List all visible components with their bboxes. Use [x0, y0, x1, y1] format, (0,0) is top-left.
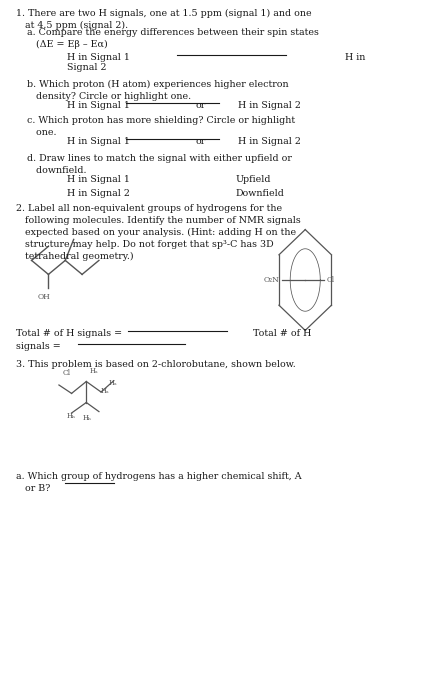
- Text: O₂N: O₂N: [263, 276, 279, 284]
- Text: Upfield: Upfield: [236, 175, 271, 184]
- Text: Hₐ: Hₐ: [100, 386, 109, 395]
- Text: H in Signal 1: H in Signal 1: [67, 101, 130, 110]
- Text: Downfield: Downfield: [236, 189, 285, 198]
- Text: a. Compare the energy differences between their spin states
   (ΔE = Eβ – Eα): a. Compare the energy differences betwee…: [27, 28, 319, 49]
- Text: Hₕ: Hₕ: [67, 412, 75, 421]
- Text: 1. There are two H signals, one at 1.5 ppm (signal 1) and one
   at 4.5 ppm (sig: 1. There are two H signals, one at 1.5 p…: [16, 8, 312, 29]
- Text: Signal 2: Signal 2: [67, 63, 107, 72]
- Text: H in Signal 1: H in Signal 1: [67, 175, 130, 184]
- Text: H in: H in: [345, 53, 365, 62]
- Text: 2. Label all non-equivalent groups of hydrogens for the
   following molecules. : 2. Label all non-equivalent groups of hy…: [16, 204, 301, 261]
- Text: H in Signal 2: H in Signal 2: [238, 101, 301, 110]
- Text: a. Which group of hydrogens has a higher chemical shift, A
   or B?: a. Which group of hydrogens has a higher…: [16, 472, 301, 493]
- Text: H in Signal 2: H in Signal 2: [238, 137, 301, 146]
- Text: Cl: Cl: [62, 369, 70, 377]
- Text: or: or: [196, 137, 206, 146]
- Text: OH: OH: [38, 293, 51, 300]
- Text: Total # of H signals =: Total # of H signals =: [16, 329, 122, 338]
- Text: or: or: [196, 101, 206, 110]
- Text: b. Which proton (H atom) experiences higher electron
   density? Circle or highl: b. Which proton (H atom) experiences hig…: [27, 80, 289, 101]
- Text: H in Signal 2: H in Signal 2: [67, 189, 130, 198]
- Text: Hₐ: Hₐ: [90, 367, 99, 375]
- Text: d. Draw lines to match the signal with either upfield or
   downfield.: d. Draw lines to match the signal with e…: [27, 154, 292, 175]
- Text: 3. This problem is based on 2-chlorobutane, shown below.: 3. This problem is based on 2-chlorobuta…: [16, 360, 296, 369]
- Text: c. Which proton has more shielding? Circle or highlight
   one.: c. Which proton has more shielding? Circ…: [27, 116, 296, 137]
- Text: Total # of H: Total # of H: [253, 329, 311, 338]
- Text: H in Signal 1: H in Signal 1: [67, 53, 130, 62]
- Text: Hₐ: Hₐ: [109, 379, 117, 387]
- Text: Hₕ: Hₕ: [83, 414, 91, 422]
- Text: H in Signal 1: H in Signal 1: [67, 137, 130, 146]
- Text: signals =: signals =: [16, 342, 61, 351]
- Text: Cl: Cl: [326, 276, 334, 284]
